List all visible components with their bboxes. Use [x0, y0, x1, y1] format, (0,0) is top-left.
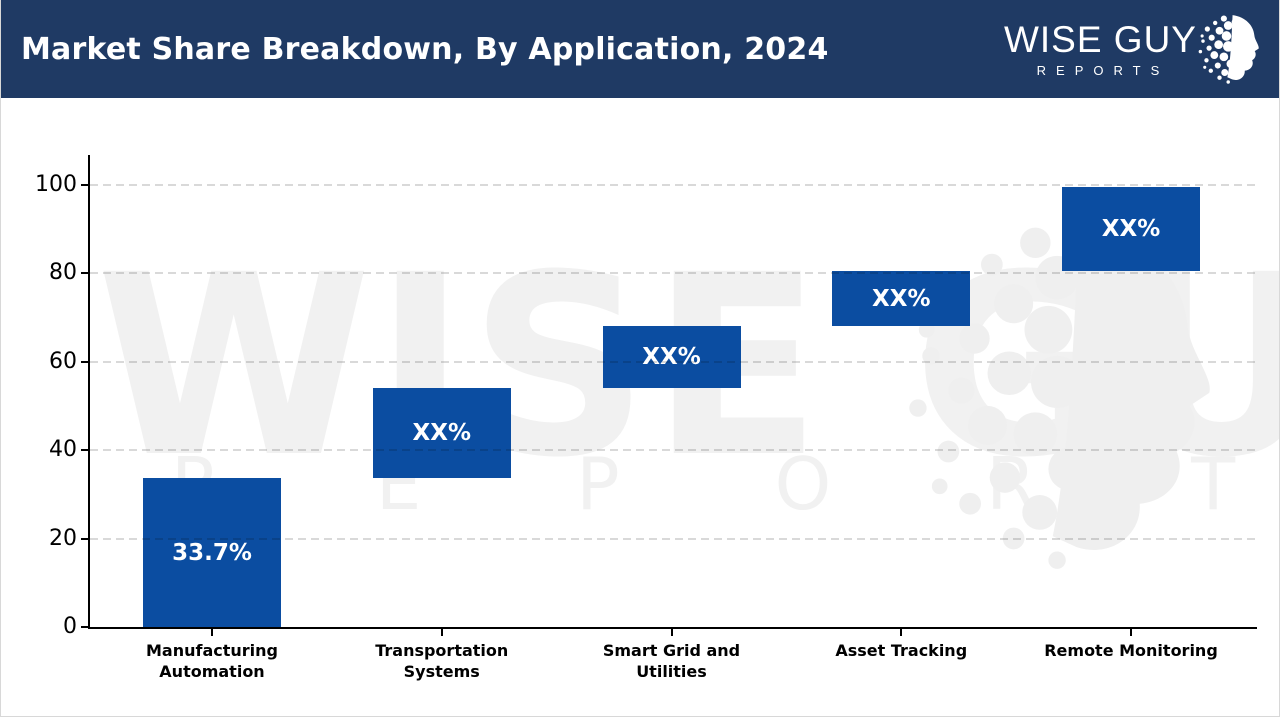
x-axis-tick	[670, 629, 673, 636]
x-axis-category-label: Transportation Systems	[292, 640, 592, 682]
x-axis-tick	[211, 629, 213, 636]
y-axis-tick	[81, 184, 89, 186]
y-axis-tick	[81, 537, 89, 540]
x-axis-category-line: Automation	[159, 662, 265, 681]
y-axis-line	[88, 155, 90, 629]
y-axis-tick-label: 0	[63, 614, 77, 639]
page-title: Market Share Breakdown, By Application, …	[21, 31, 829, 67]
brand-tagline: REPORTS	[1036, 62, 1170, 78]
y-axis-tick-label: 20	[49, 525, 77, 551]
y-axis-tick-label: 100	[35, 172, 77, 197]
x-axis-category-label: Manufacturing Automation	[62, 640, 362, 682]
y-axis-tick	[81, 272, 89, 275]
x-axis-category-line: Transportation	[375, 641, 509, 660]
y-axis-tick	[81, 626, 89, 628]
y-axis-tick	[81, 360, 89, 363]
brand-head-icon	[1198, 15, 1259, 84]
gridline	[90, 272, 1257, 275]
x-axis-category-line: Manufacturing	[146, 641, 278, 660]
bar-value-label: XX%	[1101, 215, 1161, 242]
bar-value-label: 33.7%	[172, 539, 252, 566]
x-axis-category-label: Smart Grid and Utilities	[522, 640, 822, 682]
x-axis-line	[88, 627, 1257, 629]
waterfall-bar: XX%	[372, 388, 511, 479]
waterfall-bar: XX%	[1062, 186, 1200, 272]
y-axis-tick	[81, 449, 89, 452]
gridline	[90, 360, 1257, 363]
waterfall-bar: XX%	[832, 271, 971, 327]
waterfall-bar: 33.7%	[143, 478, 281, 627]
x-axis-tick	[440, 629, 443, 636]
brand-text: WISE GUY REPORTS	[1004, 21, 1197, 78]
x-axis-tick	[900, 629, 903, 636]
brand-logo: WISE GUY REPORTS	[1004, 8, 1263, 90]
x-axis-category-label: Asset Tracking	[751, 640, 1051, 661]
x-axis-category-line: Smart Grid and	[602, 641, 741, 660]
bar-value-label: XX%	[642, 344, 701, 371]
gridline	[90, 449, 1257, 452]
x-axis-category-line: Utilities	[636, 662, 707, 681]
y-axis-tick-label: 40	[49, 437, 77, 463]
plot-area: 33.7% XX% XX% XX% XX% 0 20 40 60 80 100 Manufacturi…	[1, 98, 1279, 716]
header: Market Share Breakdown, By Application, …	[1, 0, 1279, 98]
waterfall-bar: XX%	[602, 326, 741, 389]
x-axis-category-line: Asset Tracking	[835, 641, 968, 660]
bar-value-label: XX%	[412, 420, 471, 447]
x-axis-category-line: Systems	[403, 662, 480, 681]
x-axis-category-label: Remote Monitoring	[981, 640, 1279, 661]
y-axis-tick-label: 60	[49, 348, 77, 374]
brand-name: WISE GUY	[1003, 18, 1197, 60]
x-axis-tick	[1130, 629, 1132, 636]
gridline	[90, 184, 1257, 186]
bar-value-label: XX%	[871, 285, 931, 312]
x-axis-category-line: Remote Monitoring	[1044, 641, 1218, 660]
gridline	[90, 537, 1257, 540]
y-axis-tick-label: 80	[49, 260, 77, 286]
